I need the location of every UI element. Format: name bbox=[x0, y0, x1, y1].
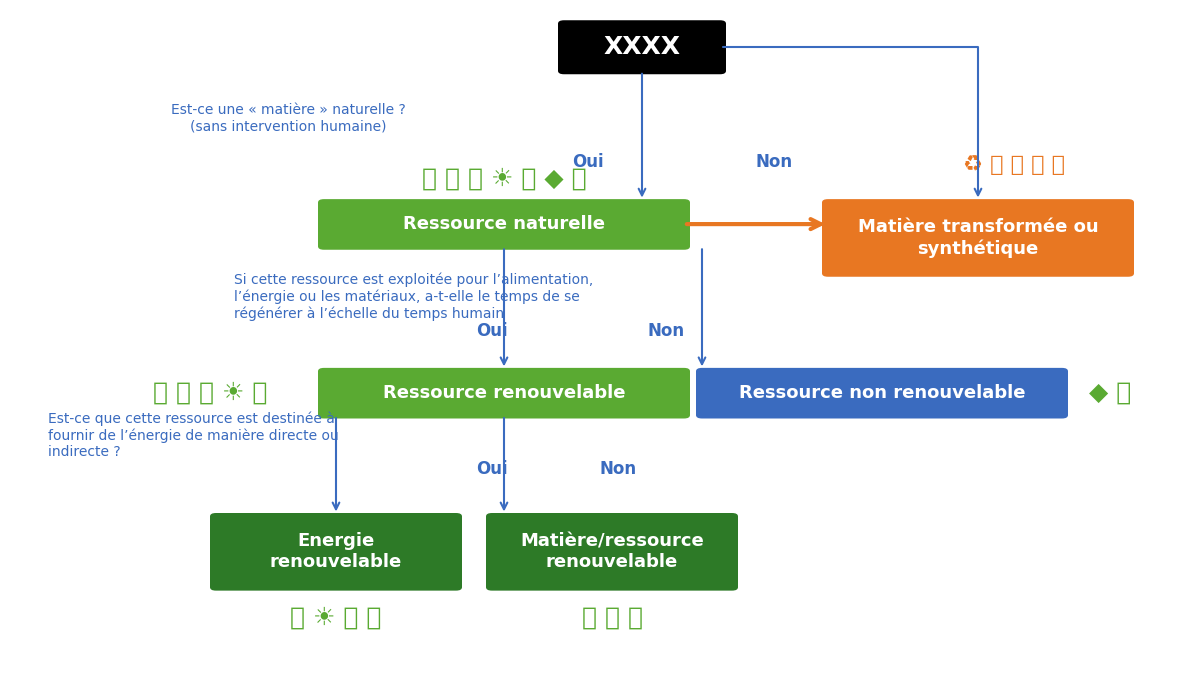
Text: Matière transformée ou
synthétique: Matière transformée ou synthétique bbox=[858, 218, 1098, 258]
Text: 🌊 🐟 🌱 ☀ 🌳: 🌊 🐟 🌱 ☀ 🌳 bbox=[152, 381, 268, 405]
Text: Oui: Oui bbox=[572, 153, 604, 171]
Text: Non: Non bbox=[756, 153, 792, 171]
Text: Matière/ressource
renouvelable: Matière/ressource renouvelable bbox=[520, 533, 704, 571]
Text: ♻ 🏭 🏺 🧴 🛒: ♻ 🏭 🏺 🧴 🛒 bbox=[964, 155, 1066, 176]
Text: XXXX: XXXX bbox=[604, 35, 680, 59]
Text: Energie
renouvelable: Energie renouvelable bbox=[270, 533, 402, 571]
Text: Non: Non bbox=[648, 322, 684, 340]
FancyBboxPatch shape bbox=[318, 199, 690, 250]
Text: Ressource non renouvelable: Ressource non renouvelable bbox=[739, 384, 1025, 402]
FancyBboxPatch shape bbox=[210, 513, 462, 591]
FancyBboxPatch shape bbox=[696, 368, 1068, 418]
Text: Non: Non bbox=[600, 460, 636, 478]
Text: Oui: Oui bbox=[476, 322, 508, 340]
Text: 🌊 🐟 🌱 ☀ 🌳 ◆ 🏭: 🌊 🐟 🌱 ☀ 🌳 ◆ 🏭 bbox=[421, 167, 587, 191]
FancyBboxPatch shape bbox=[318, 368, 690, 418]
Text: Ressource naturelle: Ressource naturelle bbox=[403, 215, 605, 234]
Text: Est-ce une « matière » naturelle ?
(sans intervention humaine): Est-ce une « matière » naturelle ? (sans… bbox=[170, 103, 406, 133]
FancyBboxPatch shape bbox=[822, 199, 1134, 277]
Text: 🌊 ☀ 🌱 🌳: 🌊 ☀ 🌱 🌳 bbox=[290, 605, 382, 630]
Text: Si cette ressource est exploitée pour l’alimentation,
l’énergie ou les matériaux: Si cette ressource est exploitée pour l’… bbox=[234, 273, 593, 321]
FancyBboxPatch shape bbox=[558, 20, 726, 74]
Text: 🐟 🌱 🌳: 🐟 🌱 🌳 bbox=[582, 605, 642, 630]
Text: Ressource renouvelable: Ressource renouvelable bbox=[383, 384, 625, 402]
FancyBboxPatch shape bbox=[486, 513, 738, 591]
Text: Oui: Oui bbox=[476, 460, 508, 478]
Text: ◆ 🏗: ◆ 🏗 bbox=[1088, 381, 1132, 405]
Text: Est-ce que cette ressource est destinée à
fournir de l’énergie de manière direct: Est-ce que cette ressource est destinée … bbox=[48, 412, 338, 459]
